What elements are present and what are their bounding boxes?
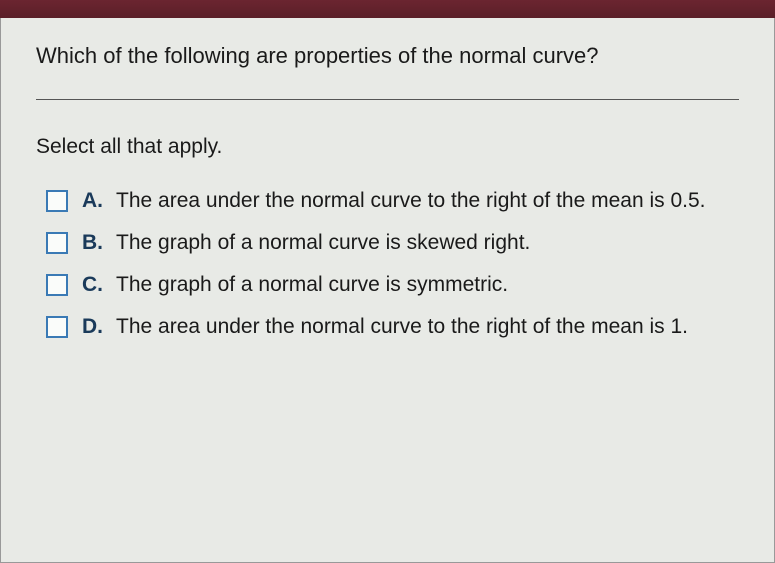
option-row-a: A. The area under the normal curve to th… [46, 189, 739, 213]
option-letter-b: B. [82, 231, 106, 255]
window-top-bar [0, 0, 775, 18]
section-divider [36, 99, 739, 100]
instruction-text: Select all that apply. [36, 135, 739, 159]
option-letter-a: A. [82, 189, 106, 213]
checkbox-c[interactable] [46, 274, 68, 296]
option-row-b: B. The graph of a normal curve is skewed… [46, 231, 739, 255]
option-row-c: C. The graph of a normal curve is symmet… [46, 273, 739, 297]
option-text-c: The graph of a normal curve is symmetric… [116, 273, 508, 297]
checkbox-b[interactable] [46, 232, 68, 254]
option-text-d: The area under the normal curve to the r… [116, 315, 688, 339]
checkbox-a[interactable] [46, 190, 68, 212]
options-list: A. The area under the normal curve to th… [36, 189, 739, 339]
question-prompt: Which of the following are properties of… [36, 43, 739, 69]
option-letter-c: C. [82, 273, 106, 297]
question-panel: Which of the following are properties of… [0, 18, 775, 563]
checkbox-d[interactable] [46, 316, 68, 338]
option-text-a: The area under the normal curve to the r… [116, 189, 706, 213]
option-text-b: The graph of a normal curve is skewed ri… [116, 231, 530, 255]
option-row-d: D. The area under the normal curve to th… [46, 315, 739, 339]
option-letter-d: D. [82, 315, 106, 339]
